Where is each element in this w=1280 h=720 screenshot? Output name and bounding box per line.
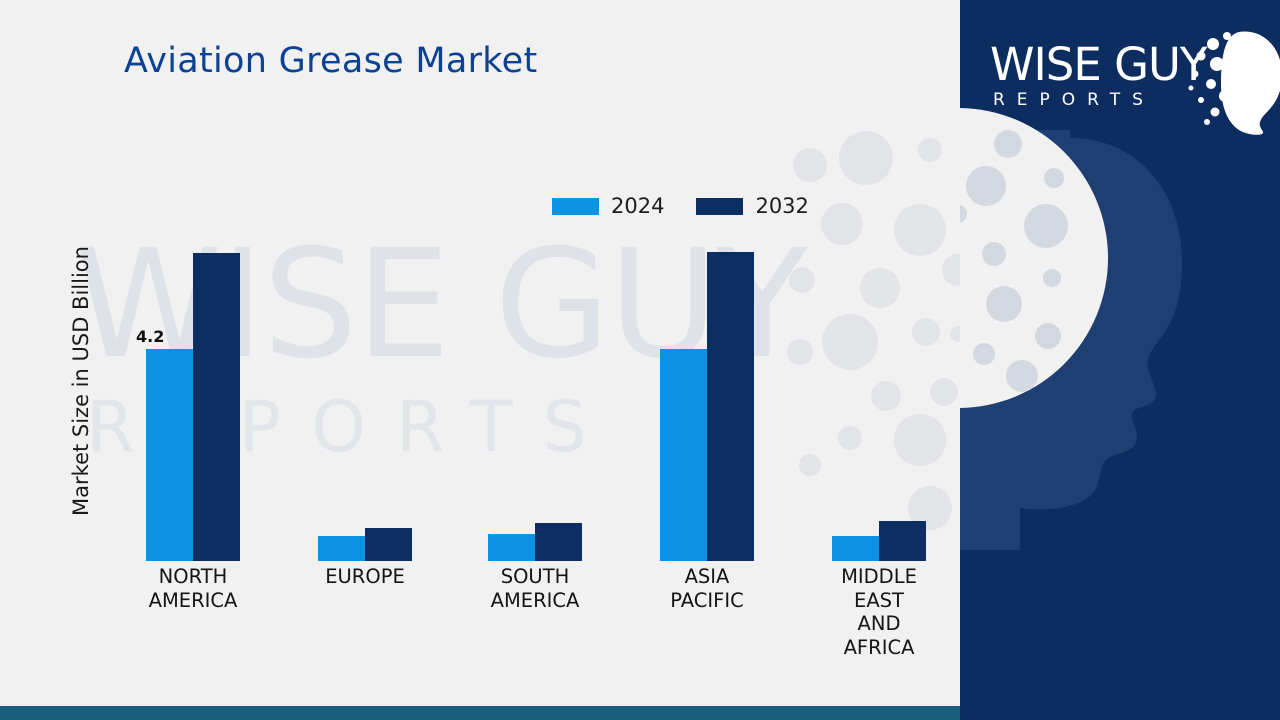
bar-2024[interactable]: 4.2	[136, 327, 193, 561]
bar-2032[interactable]	[879, 521, 926, 561]
page-title: Aviation Grease Market	[124, 41, 538, 81]
bar-chart-plot-area: 4.2	[98, 200, 938, 561]
x-axis-label-line: AMERICA	[148, 588, 238, 612]
logo-wordmark-primary: WISE GUY	[990, 38, 1207, 91]
brand-logo: WISE GUY REPORTS	[982, 28, 1280, 135]
legend-label-2032: 2032	[755, 194, 809, 218]
x-axis-label-line: PACIFIC	[670, 588, 744, 612]
x-axis-category-labels: NORTH AMERICA EUROPE SOUTH AMERICA ASIA PACIFI…	[98, 565, 938, 685]
x-axis-label-line: AFRICA	[843, 635, 915, 659]
x-axis-label: NORTH AMERICA	[108, 565, 278, 612]
legend-swatch-2024	[552, 197, 599, 215]
x-axis-label-line: MIDDLE	[841, 565, 917, 588]
x-axis-label-line: SOUTH	[500, 565, 570, 588]
x-axis-label-line: EUROPE	[325, 565, 405, 588]
x-axis-label: MIDDLE EAST AND AFRICA	[794, 565, 960, 659]
x-axis-label-line: EAST	[854, 588, 904, 612]
logo-head-dots-icon	[1188, 31, 1280, 135]
x-axis-label: EUROPE	[280, 565, 450, 589]
x-axis-label: ASIA PACIFIC	[622, 565, 792, 612]
x-axis-label-line: ASIA	[684, 565, 730, 588]
bar-2024[interactable]	[488, 534, 535, 561]
bar-2024[interactable]	[318, 536, 365, 561]
x-axis-label-line: NORTH	[158, 565, 228, 588]
brand-panel: WISE GUY REPORTS	[960, 0, 1280, 720]
circle-dot-pattern-icon	[960, 130, 1068, 392]
legend-item-2024[interactable]: 2024	[552, 194, 664, 218]
bar-2032[interactable]	[535, 523, 582, 561]
bar-2032[interactable]	[193, 253, 240, 561]
bar-value-label: 4.2	[136, 327, 165, 346]
bar-2032[interactable]	[707, 252, 754, 561]
logo-wordmark-secondary: REPORTS	[993, 90, 1155, 110]
bar-2032[interactable]	[365, 528, 412, 561]
chart-legend: 2024 2032	[552, 194, 809, 218]
legend-swatch-2032	[696, 197, 744, 215]
x-axis-label-line: AMERICA	[490, 588, 580, 612]
x-axis-label-line: AND	[857, 612, 901, 635]
legend-item-2032[interactable]: 2032	[696, 194, 809, 218]
bar-2024[interactable]	[832, 536, 879, 561]
x-axis-label: SOUTH AMERICA	[450, 565, 620, 612]
chart-panel: WISE GUY REPORTS Aviation Grease Market …	[0, 41, 960, 720]
footer-stripe	[0, 706, 960, 720]
bar-2024[interactable]	[660, 349, 707, 561]
legend-label-2024: 2024	[611, 194, 665, 218]
y-axis-title: Market Size in USD Billion	[69, 246, 93, 516]
